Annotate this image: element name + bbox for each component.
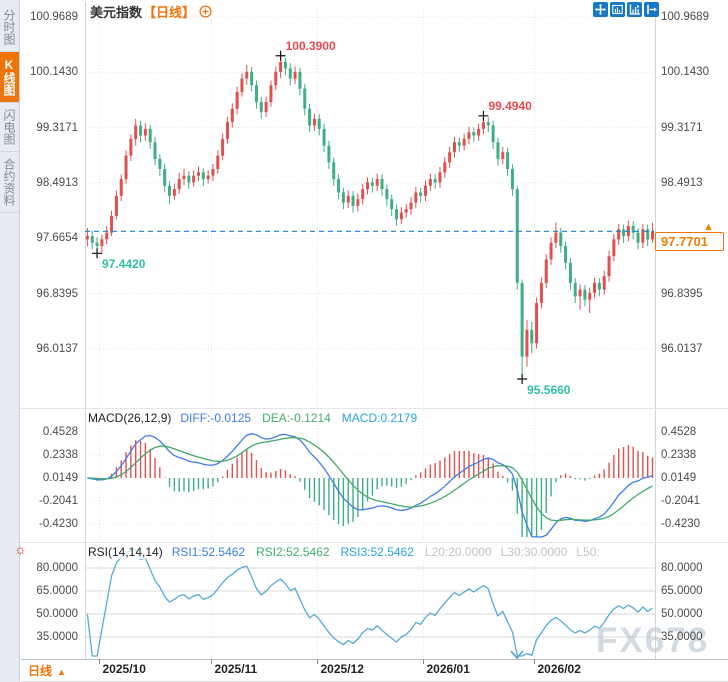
sidebar-tab-candle-chart[interactable]: K线图 xyxy=(0,52,19,103)
period-selector[interactable]: 日线 ▲ xyxy=(28,662,66,679)
x-axis-month-label: 2025/11 xyxy=(214,662,258,676)
main-axis-label-left: 96.8395 xyxy=(36,287,78,300)
main-axis-label-right: 96.8395 xyxy=(661,287,703,300)
rsi-name: RSI(14,14,14) xyxy=(88,545,163,559)
main-axis-label-left: 97.6654 xyxy=(36,232,78,245)
main-axis-label-left: 100.1430 xyxy=(30,66,78,79)
price-annotation: 97.4420 xyxy=(102,257,146,272)
symbol-name: 美元指数 xyxy=(90,4,143,20)
watermark: FX678 xyxy=(596,621,710,660)
macd-axis-label-right: -0.4230 xyxy=(661,518,701,530)
sidebar-tab-time-chart[interactable]: 分时图 xyxy=(0,3,19,52)
rsi-axis-label-left: 65.0000 xyxy=(36,585,78,597)
price-up-arrow-icon: ▲ xyxy=(703,221,714,234)
rsi-axis-label-left: 50.0000 xyxy=(36,608,78,620)
period-dropdown-arrow-icon: ▲ xyxy=(57,667,66,677)
rsi-l50-value: L50: xyxy=(576,545,600,559)
period-tag: 【日线】 xyxy=(143,4,196,20)
chart-title: 美元指数 【日线】 xyxy=(90,3,212,20)
price-annotation: 99.4940 xyxy=(488,98,532,113)
scale-chart-icon[interactable] xyxy=(627,2,642,17)
main-axis-label-left: 100.9689 xyxy=(30,11,78,23)
main-axis-label-right: 98.4913 xyxy=(661,176,703,189)
alert-sun-icon[interactable]: ☼ xyxy=(14,541,27,557)
main-axis-label-right: 99.3171 xyxy=(661,121,703,134)
sidebar-tab-contract-info[interactable]: 合约资料 xyxy=(0,152,19,213)
macd-axis-label-left: -0.4230 xyxy=(38,518,78,530)
rsi-header: RSI(14,14,14) RSI1:52.5462 RSI2:52.5462 RSI… xyxy=(88,545,609,559)
macd-dea-value: DEA:-0.1214 xyxy=(262,411,331,425)
macd-name: MACD(26,12,9) xyxy=(88,411,172,425)
x-axis-month-label: 2026/02 xyxy=(537,662,581,676)
x-axis-month-label: 2025/12 xyxy=(320,662,364,676)
grid-layer xyxy=(21,2,728,682)
macd-layer xyxy=(87,432,654,538)
price-annotation: 95.5660 xyxy=(527,382,571,397)
rsi-axis-label-right: 35.0000 xyxy=(661,631,703,643)
sidebar-tab-lightning-chart[interactable]: 闪电图 xyxy=(0,103,19,152)
rsi-axis-label-right: 65.0000 xyxy=(661,585,703,597)
overlay-layer xyxy=(92,50,535,664)
rsi2-value: RSI2:52.5462 xyxy=(256,545,330,559)
main-axis-label-right: 96.0137 xyxy=(661,342,703,355)
macd-axis-label-right: 0.0149 xyxy=(661,472,697,484)
event-marker-icon xyxy=(510,650,524,660)
rsi-axis-label-left: 35.0000 xyxy=(36,631,78,643)
macd-axis-label-left: 0.2338 xyxy=(42,449,78,461)
rsi1-value: RSI1:52.5462 xyxy=(171,545,246,559)
main-axis-label-left: 96.0137 xyxy=(36,342,78,355)
main-axis-label-left: 98.4913 xyxy=(36,176,78,189)
macd-axis-label-left: 0.4528 xyxy=(42,426,78,438)
add-indicator-icon[interactable] xyxy=(199,4,212,18)
macd-axis-label-left: -0.2041 xyxy=(38,495,78,507)
x-axis-month-label: 2025/10 xyxy=(102,662,146,676)
period-label: 日线 xyxy=(28,664,53,678)
macd-axis-label-right: -0.2041 xyxy=(661,495,701,507)
rsi-l30-value: L30:30.0000 xyxy=(500,545,568,559)
rsi-axis-label-right: 50.0000 xyxy=(661,608,703,620)
current-price-tag: 97.7701 xyxy=(655,232,724,252)
x-axis-month-label: 2026/01 xyxy=(426,662,470,676)
exit-chart-icon[interactable] xyxy=(644,2,659,17)
zoom-area-icon[interactable] xyxy=(610,2,625,17)
sidebar: 分时图 K线图 闪电图 合约资料 xyxy=(0,0,20,682)
rsi-layer xyxy=(86,548,653,657)
rsi3-value: RSI3:52.5462 xyxy=(340,545,414,559)
macd-axis-label-right: 0.4528 xyxy=(661,426,697,438)
rsi-axis-label-right: 80.0000 xyxy=(661,562,703,574)
rsi-l20-value: L20:20.0000 xyxy=(424,545,492,559)
rsi-axis-label-left: 80.0000 xyxy=(36,562,78,574)
main-axis-label-right: 100.1430 xyxy=(661,66,709,79)
chart-toolbar xyxy=(593,2,659,17)
macd-diff-value: DIFF:-0.0125 xyxy=(180,411,252,425)
macd-header: MACD(26,12,9) DIFF:-0.0125 DEA:-0.1214 MACD… xyxy=(88,411,429,425)
main-axis-label-left: 99.3171 xyxy=(36,121,78,134)
macd-axis-label-right: 0.2338 xyxy=(661,449,697,461)
main-axis-label-right: 100.9689 xyxy=(661,11,709,23)
price-annotation: 100.3900 xyxy=(285,38,336,53)
move-icon[interactable] xyxy=(593,2,608,17)
macd-axis-label-left: 0.0149 xyxy=(42,472,78,484)
candles-layer xyxy=(85,55,655,379)
macd-macd-value: MACD:0.2179 xyxy=(341,411,418,425)
